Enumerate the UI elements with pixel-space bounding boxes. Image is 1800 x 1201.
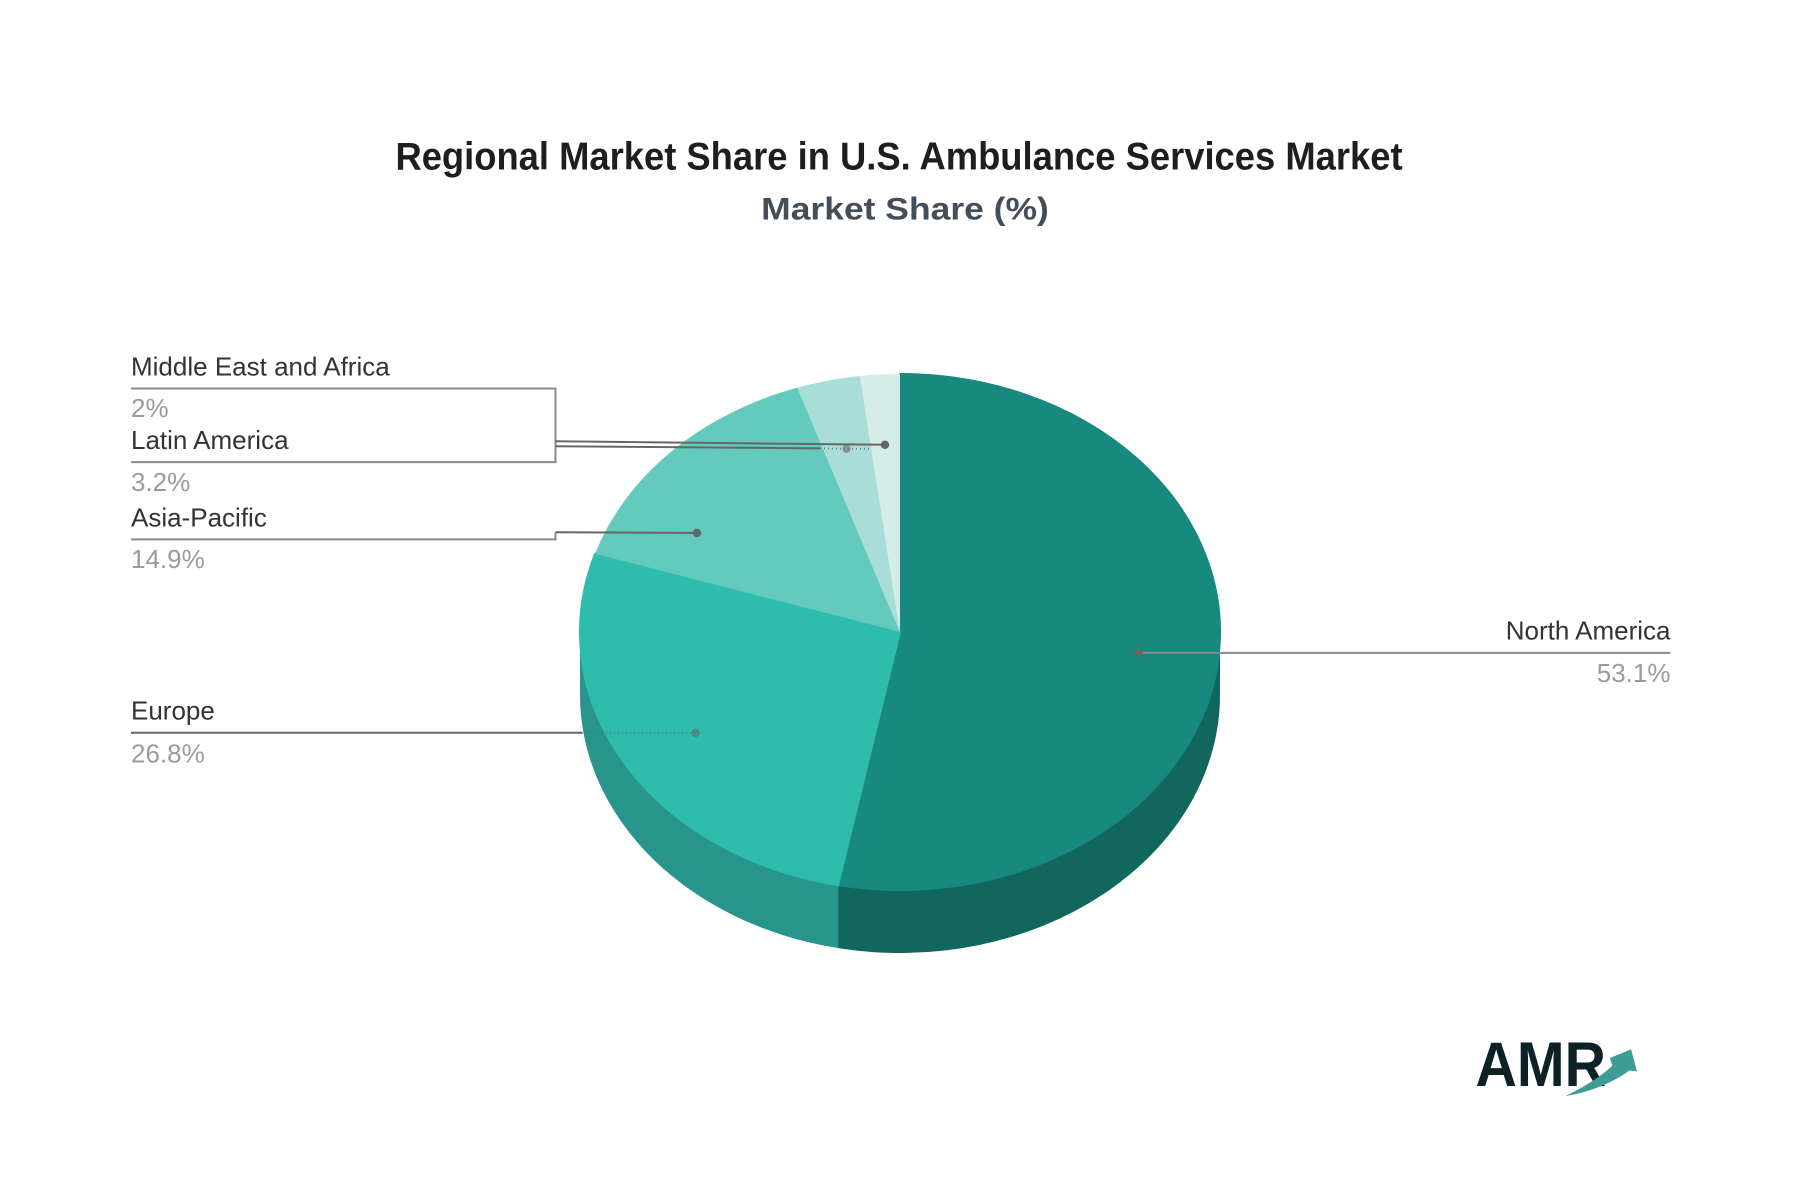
svg-text:Latin America: Latin America bbox=[131, 425, 289, 455]
svg-text:Middle East and Africa: Middle East and Africa bbox=[131, 351, 390, 381]
svg-text:2%: 2% bbox=[131, 393, 169, 423]
svg-text:26.8%: 26.8% bbox=[131, 739, 205, 769]
svg-text:North America: North America bbox=[1506, 616, 1671, 646]
svg-text:14.9%: 14.9% bbox=[131, 544, 205, 574]
svg-text:Regional Market Share in U.S.: Regional Market Share in U.S. Ambulance … bbox=[395, 135, 1403, 178]
svg-text:Europe: Europe bbox=[131, 696, 215, 726]
svg-text:Market Share (%): Market Share (%) bbox=[761, 192, 1049, 227]
svg-text:53.1%: 53.1% bbox=[1597, 658, 1671, 688]
svg-text:3.2%: 3.2% bbox=[131, 467, 190, 497]
svg-text:Asia-Pacific: Asia-Pacific bbox=[131, 502, 267, 532]
